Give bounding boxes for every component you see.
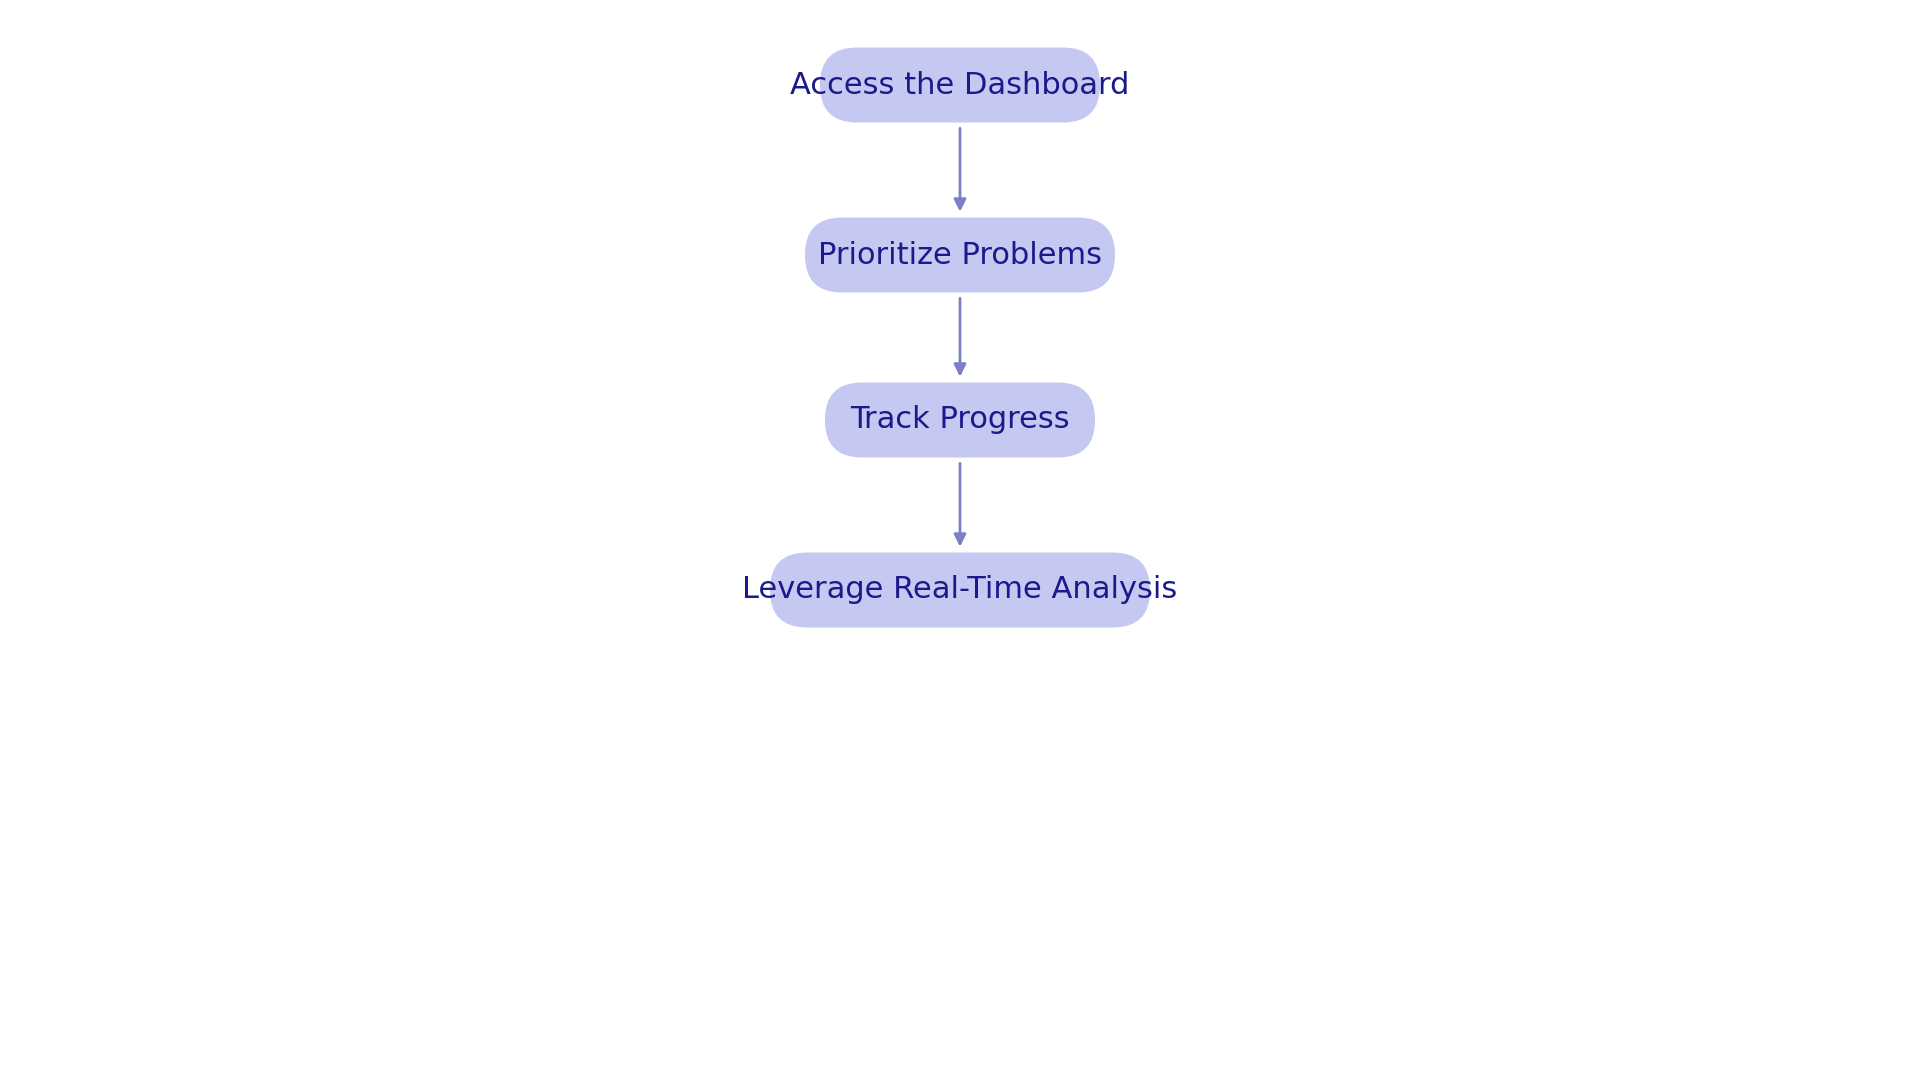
Text: Prioritize Problems: Prioritize Problems [818,240,1102,270]
FancyBboxPatch shape [804,218,1116,292]
Text: Access the Dashboard: Access the Dashboard [791,70,1129,100]
Text: Leverage Real-Time Analysis: Leverage Real-Time Analysis [743,575,1177,604]
FancyBboxPatch shape [820,48,1100,122]
FancyBboxPatch shape [826,382,1094,457]
Text: Track Progress: Track Progress [851,405,1069,434]
FancyBboxPatch shape [770,552,1150,627]
